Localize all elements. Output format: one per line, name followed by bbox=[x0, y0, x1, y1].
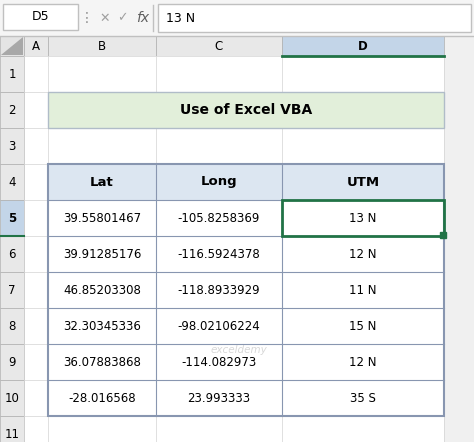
Bar bbox=[0, 416, 24, 442]
Text: 39.55801467: 39.55801467 bbox=[63, 212, 141, 225]
Text: 46.85203308: 46.85203308 bbox=[63, 283, 141, 297]
Text: B: B bbox=[98, 39, 106, 53]
Text: 7: 7 bbox=[8, 283, 16, 297]
Text: 11 N: 11 N bbox=[349, 283, 377, 297]
Bar bbox=[0, 236, 24, 272]
Text: 6: 6 bbox=[8, 248, 16, 260]
Text: exceldemy: exceldemy bbox=[210, 345, 267, 355]
Bar bbox=[24, 56, 444, 442]
Text: 13 N: 13 N bbox=[349, 212, 377, 225]
Bar bbox=[24, 36, 48, 56]
Bar bbox=[282, 164, 444, 200]
Text: 15 N: 15 N bbox=[349, 320, 377, 332]
Bar bbox=[48, 36, 156, 56]
Text: Use of Excel VBA: Use of Excel VBA bbox=[180, 103, 312, 117]
Bar bbox=[0, 92, 24, 128]
Text: -114.082973: -114.082973 bbox=[182, 355, 256, 369]
Text: ⋮: ⋮ bbox=[80, 11, 94, 25]
Text: 5: 5 bbox=[8, 212, 16, 225]
Text: -28.016568: -28.016568 bbox=[68, 392, 136, 404]
Text: 23.993333: 23.993333 bbox=[187, 392, 251, 404]
Bar bbox=[0, 272, 24, 308]
Text: 2: 2 bbox=[8, 103, 16, 117]
Bar bbox=[0, 344, 24, 380]
Text: -105.8258369: -105.8258369 bbox=[178, 212, 260, 225]
Bar bbox=[0, 380, 24, 416]
Text: 32.30345336: 32.30345336 bbox=[63, 320, 141, 332]
Text: ✕: ✕ bbox=[100, 11, 110, 24]
Text: 11: 11 bbox=[4, 427, 19, 441]
Text: 4: 4 bbox=[8, 175, 16, 188]
Text: 1: 1 bbox=[8, 68, 16, 80]
Text: 36.07883868: 36.07883868 bbox=[63, 355, 141, 369]
Bar bbox=[0, 56, 24, 92]
Polygon shape bbox=[1, 37, 23, 55]
Bar bbox=[0, 0, 474, 36]
Text: C: C bbox=[215, 39, 223, 53]
Text: 12 N: 12 N bbox=[349, 355, 377, 369]
Text: UTM: UTM bbox=[346, 175, 380, 188]
Bar bbox=[156, 164, 282, 200]
Text: 12 N: 12 N bbox=[349, 248, 377, 260]
Text: -98.02106224: -98.02106224 bbox=[178, 320, 260, 332]
Text: 13 N: 13 N bbox=[166, 11, 195, 24]
Bar bbox=[156, 36, 282, 56]
Bar bbox=[48, 164, 156, 200]
Text: Long: Long bbox=[201, 175, 237, 188]
Bar bbox=[48, 92, 444, 128]
Text: 9: 9 bbox=[8, 355, 16, 369]
Bar bbox=[282, 200, 444, 236]
Bar bbox=[0, 200, 24, 236]
Bar bbox=[282, 36, 444, 56]
Text: D: D bbox=[358, 39, 368, 53]
Text: -116.5924378: -116.5924378 bbox=[178, 248, 260, 260]
Text: 3: 3 bbox=[9, 140, 16, 152]
Bar bbox=[48, 92, 444, 128]
Text: D5: D5 bbox=[32, 11, 49, 23]
Text: 35 S: 35 S bbox=[350, 392, 376, 404]
Text: fx: fx bbox=[137, 11, 150, 25]
Text: 8: 8 bbox=[9, 320, 16, 332]
Bar bbox=[158, 4, 471, 32]
Bar bbox=[0, 164, 24, 200]
Bar bbox=[0, 308, 24, 344]
Bar bbox=[0, 36, 24, 56]
Text: 10: 10 bbox=[5, 392, 19, 404]
Text: ✓: ✓ bbox=[117, 11, 127, 24]
Text: 39.91285176: 39.91285176 bbox=[63, 248, 141, 260]
Text: Lat: Lat bbox=[90, 175, 114, 188]
Bar bbox=[0, 128, 24, 164]
Text: A: A bbox=[32, 39, 40, 53]
Text: -118.8933929: -118.8933929 bbox=[178, 283, 260, 297]
Bar bbox=[48, 164, 444, 416]
Bar bbox=[3, 4, 78, 30]
